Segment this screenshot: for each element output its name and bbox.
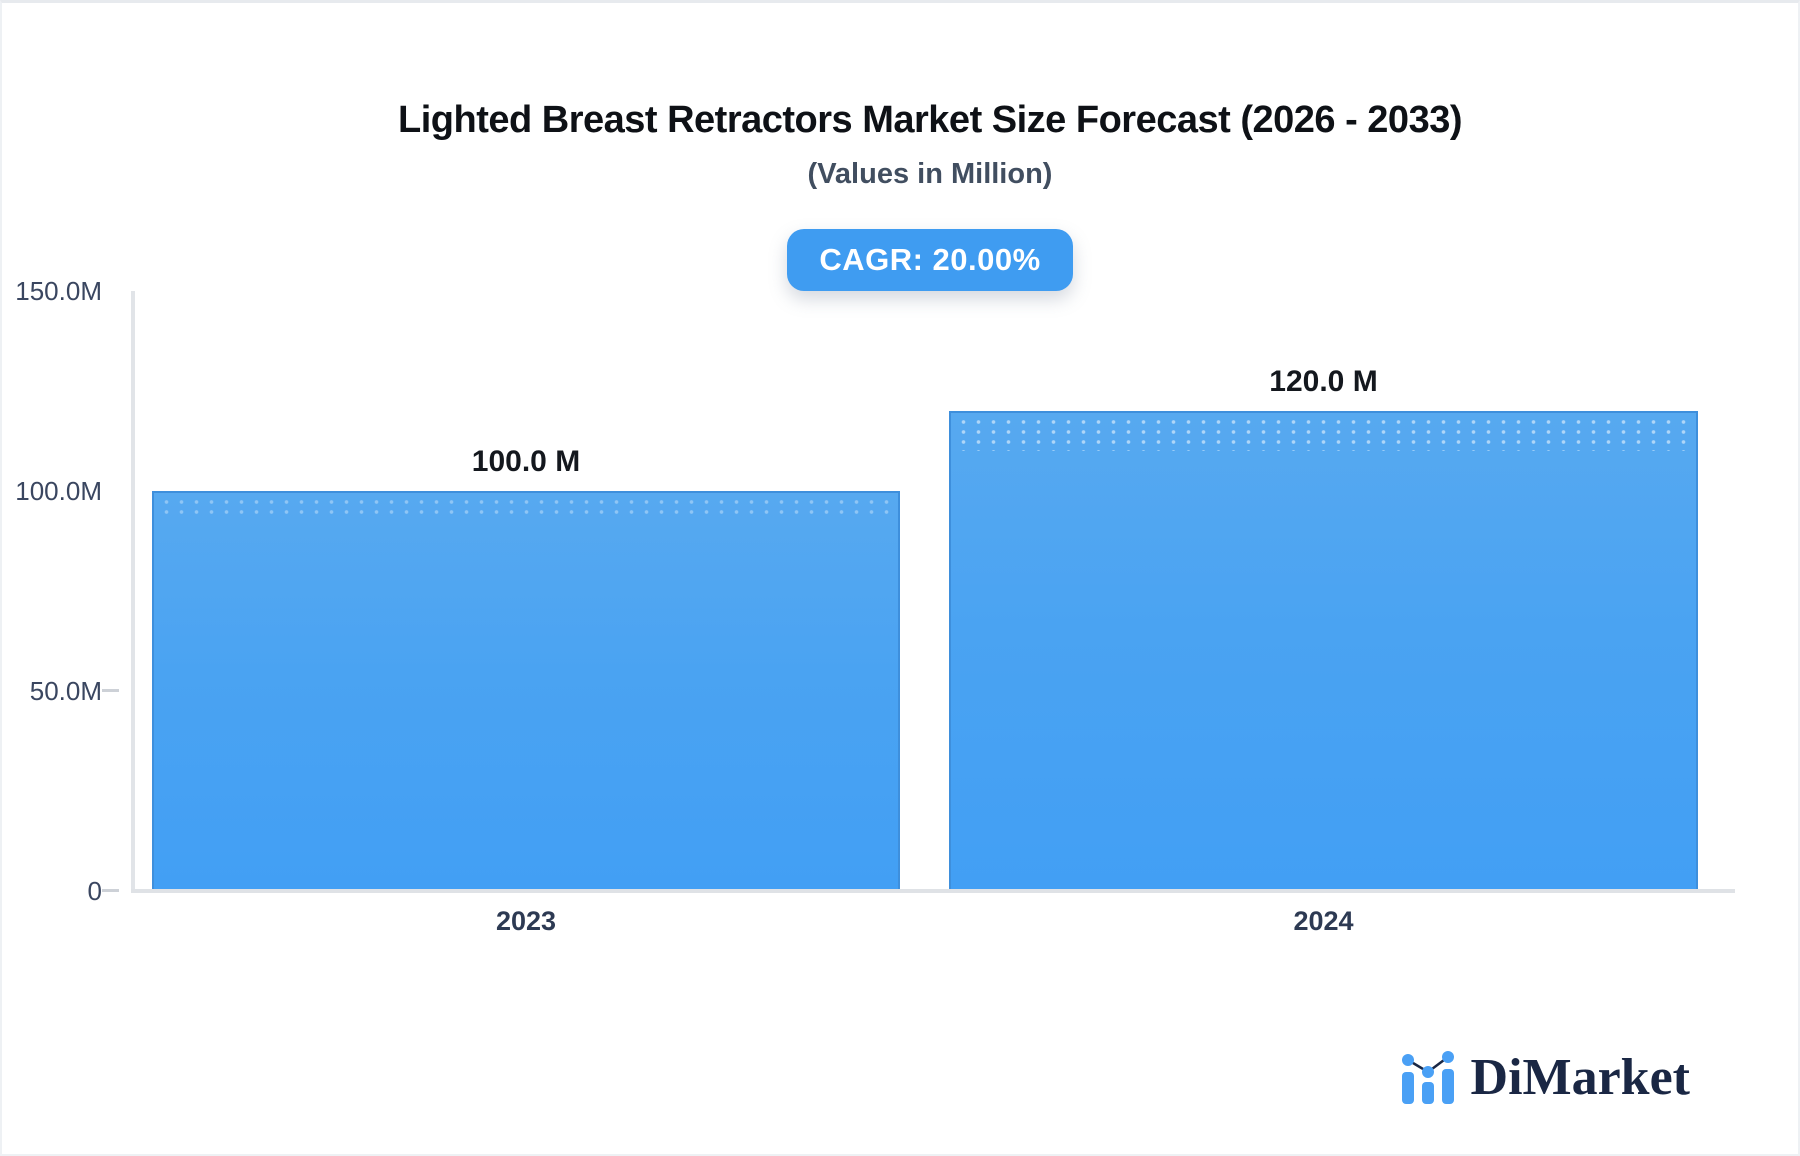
y-tick-mark-0 (102, 889, 119, 892)
bar-2023[interactable] (152, 491, 900, 891)
y-tick-label-100: 100.0M (15, 476, 102, 506)
plot-area: 150.0M 100.0M 50.0M 0 100.0 M 120.0 M 20… (2, 3, 1798, 1154)
x-axis-label-2023: 2023 (495, 906, 557, 936)
bar-value-label-2024: 120.0 M (1269, 365, 1378, 398)
y-tick-label-0: 0 (87, 876, 102, 906)
y-axis-line (131, 291, 135, 891)
bar-dot-pattern (159, 497, 893, 517)
y-tick-mark-50 (102, 689, 119, 692)
bar-value-label-2023: 100.0 M (471, 445, 581, 478)
y-tick-label-50: 50.0M (29, 676, 102, 706)
x-axis-line (131, 889, 1735, 893)
y-tick-label-150: 150.0M (15, 276, 102, 306)
page-title: Lighted Breast Retractors Market Size Fo… (398, 99, 1462, 141)
bar-2024[interactable] (949, 411, 1698, 891)
chart-subtitle: (Values in Million) (807, 158, 1053, 190)
dimarket-logo-icon (1401, 1051, 1454, 1104)
bar-dot-pattern (956, 417, 1691, 451)
dimarket-logo-text: DiMarket (1470, 1049, 1690, 1106)
dimarket-logo: DiMarket (1399, 1048, 1690, 1104)
x-axis-label-2024: 2024 (1293, 906, 1354, 936)
chart-header: Lighted Breast Retractors Market Size Fo… (2, 3, 1798, 291)
cagr-badge: CAGR: 20.00% (787, 229, 1073, 291)
